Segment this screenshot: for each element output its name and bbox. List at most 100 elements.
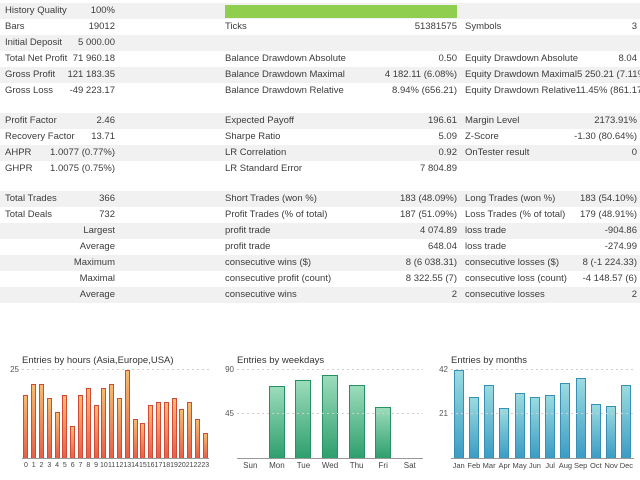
bar-slot: [527, 370, 542, 458]
bar-slot: [619, 370, 634, 458]
x-tick-label: 6: [70, 462, 75, 469]
y-tick-label: 25: [10, 365, 19, 374]
bar: [31, 384, 37, 458]
table-row: Gross Loss -49 223.17 Balance Drawdown Rel…: [0, 83, 640, 99]
stat-pair: Equity Drawdown Absolute 8.04: [465, 51, 637, 67]
x-tick-label: Sep: [573, 461, 588, 470]
gridline: [237, 369, 423, 370]
stat-value: 183 (54.10%): [579, 193, 637, 204]
stat-label: Bars: [5, 21, 25, 32]
bar-slot: [543, 370, 558, 458]
stat-value: 8 322.55 (7): [405, 273, 457, 284]
bar-slot: [139, 370, 147, 458]
stat-label: consecutive losses: [465, 289, 545, 300]
bar: [202, 433, 208, 458]
stat-pair: Gross Profit 121 183.35: [5, 67, 115, 83]
stat-label: Expected Payoff: [225, 115, 295, 126]
stat-value: 1.0075 (0.75%): [50, 163, 115, 174]
stat-value: 13.71: [91, 131, 115, 142]
history-quality-bar: [225, 4, 457, 18]
bar-slot: [92, 370, 100, 458]
stat-value: 0.50: [438, 53, 458, 64]
bars-area: [237, 370, 423, 458]
table-row: Profit Factor 2.46 Expected Payoff 196.61 Ma…: [0, 113, 640, 129]
stat-value: 8 (6 038.31): [405, 257, 457, 268]
bar-slot: [108, 370, 116, 458]
stat-pair: Initial Deposit 5 000.00: [5, 35, 115, 51]
bar: [140, 422, 146, 458]
bar: [38, 384, 44, 458]
stat-pair: Recovery Factor 13.71: [5, 129, 115, 145]
stat-pair: Equity Drawdown Relative 11.45% (861.17): [465, 83, 640, 99]
stat-value: Maximum: [73, 257, 115, 268]
history-quality-cell: [225, 4, 457, 18]
table-row: AHPR 1.0077 (0.77%) LR Correlation 0.92 OnTe…: [0, 145, 640, 161]
bars-area: [451, 370, 634, 458]
x-tick-label: 15: [138, 462, 147, 469]
gridline: [451, 413, 634, 414]
x-tick-label: 4: [55, 462, 60, 469]
table-row: Average profit trade 648.04 loss trade -274.…: [0, 239, 640, 255]
stat-label: Ticks: [225, 21, 247, 32]
stat-pair: History Quality 100%: [5, 3, 115, 19]
stat-value: 2: [631, 289, 637, 300]
x-tick-label: Jun: [528, 461, 541, 470]
bar-slot: [558, 370, 573, 458]
bar: [499, 407, 510, 458]
stat-pair: Short Trades (won %) 183 (48.09%): [225, 191, 457, 207]
stats-table: History Quality 100% Bars 19012 Ticks 5138157…: [0, 3, 640, 303]
stat-pair: consecutive losses ($) 8 (-1 224.33): [465, 255, 637, 271]
stat-pair: Gross Loss -49 223.17: [5, 83, 115, 99]
stat-label: OnTester result: [465, 147, 530, 158]
stat-label: loss trade: [465, 241, 507, 252]
stat-value: -274.99: [604, 241, 637, 252]
stat-pair: Loss Trades (% of total) 179 (48.91%): [465, 207, 637, 223]
bar: [70, 426, 76, 458]
stat-value: 179 (48.91%): [579, 209, 637, 220]
x-tick-label: 3: [47, 462, 52, 469]
bar: [348, 384, 365, 458]
bar-slot: [194, 370, 202, 458]
stat-value: 183 (48.09%): [399, 193, 457, 204]
x-tick-label: 1: [31, 462, 36, 469]
bar-slot: [466, 370, 481, 458]
bar-slot: [290, 370, 317, 458]
stat-pair: Maximal: [5, 271, 115, 287]
stat-label: Equity Drawdown Relative: [465, 85, 576, 96]
stat-label: Equity Drawdown Absolute: [465, 53, 579, 64]
stat-value: 8.04: [618, 53, 638, 64]
x-tick-label: 2: [39, 462, 44, 469]
bar-slot: [264, 370, 291, 458]
x-tick-label: 10: [99, 462, 108, 469]
bar: [101, 387, 107, 458]
stat-label: History Quality: [5, 5, 67, 16]
x-tick-label: Sun: [243, 461, 258, 470]
bar: [484, 384, 495, 458]
y-tick-label: 42: [439, 365, 448, 374]
stat-pair: loss trade -904.86: [465, 223, 637, 239]
stat-pair: [465, 35, 637, 51]
stat-pair: [225, 35, 457, 51]
bar: [529, 397, 540, 458]
bar-slot: [512, 370, 527, 458]
stat-pair: Maximum: [5, 255, 115, 271]
stat-label: Loss Trades (% of total): [465, 209, 566, 220]
stat-pair: Profit Factor 2.46: [5, 113, 115, 129]
chart-entries-by-months: Entries by months 21 42 Jan Feb Mar Apr May Ju…: [429, 352, 640, 476]
stat-value: 0.92: [438, 147, 458, 158]
bar: [109, 384, 115, 458]
stat-pair: consecutive profit (count) 8 322.55 (7): [225, 271, 457, 287]
bar-slot: [237, 370, 264, 458]
stat-value: 3: [631, 21, 637, 32]
x-tick-label: 18: [162, 462, 171, 469]
bar-slot: [396, 370, 423, 458]
bar-slot: [116, 370, 124, 458]
x-tick-label: Aug: [558, 461, 573, 470]
bar: [132, 419, 138, 458]
x-tick-label: Mar: [482, 461, 496, 470]
bar: [163, 401, 169, 458]
bar: [514, 393, 525, 458]
x-tick-label: Nov: [604, 461, 618, 470]
bar: [545, 395, 556, 458]
bar-slot: [482, 370, 497, 458]
